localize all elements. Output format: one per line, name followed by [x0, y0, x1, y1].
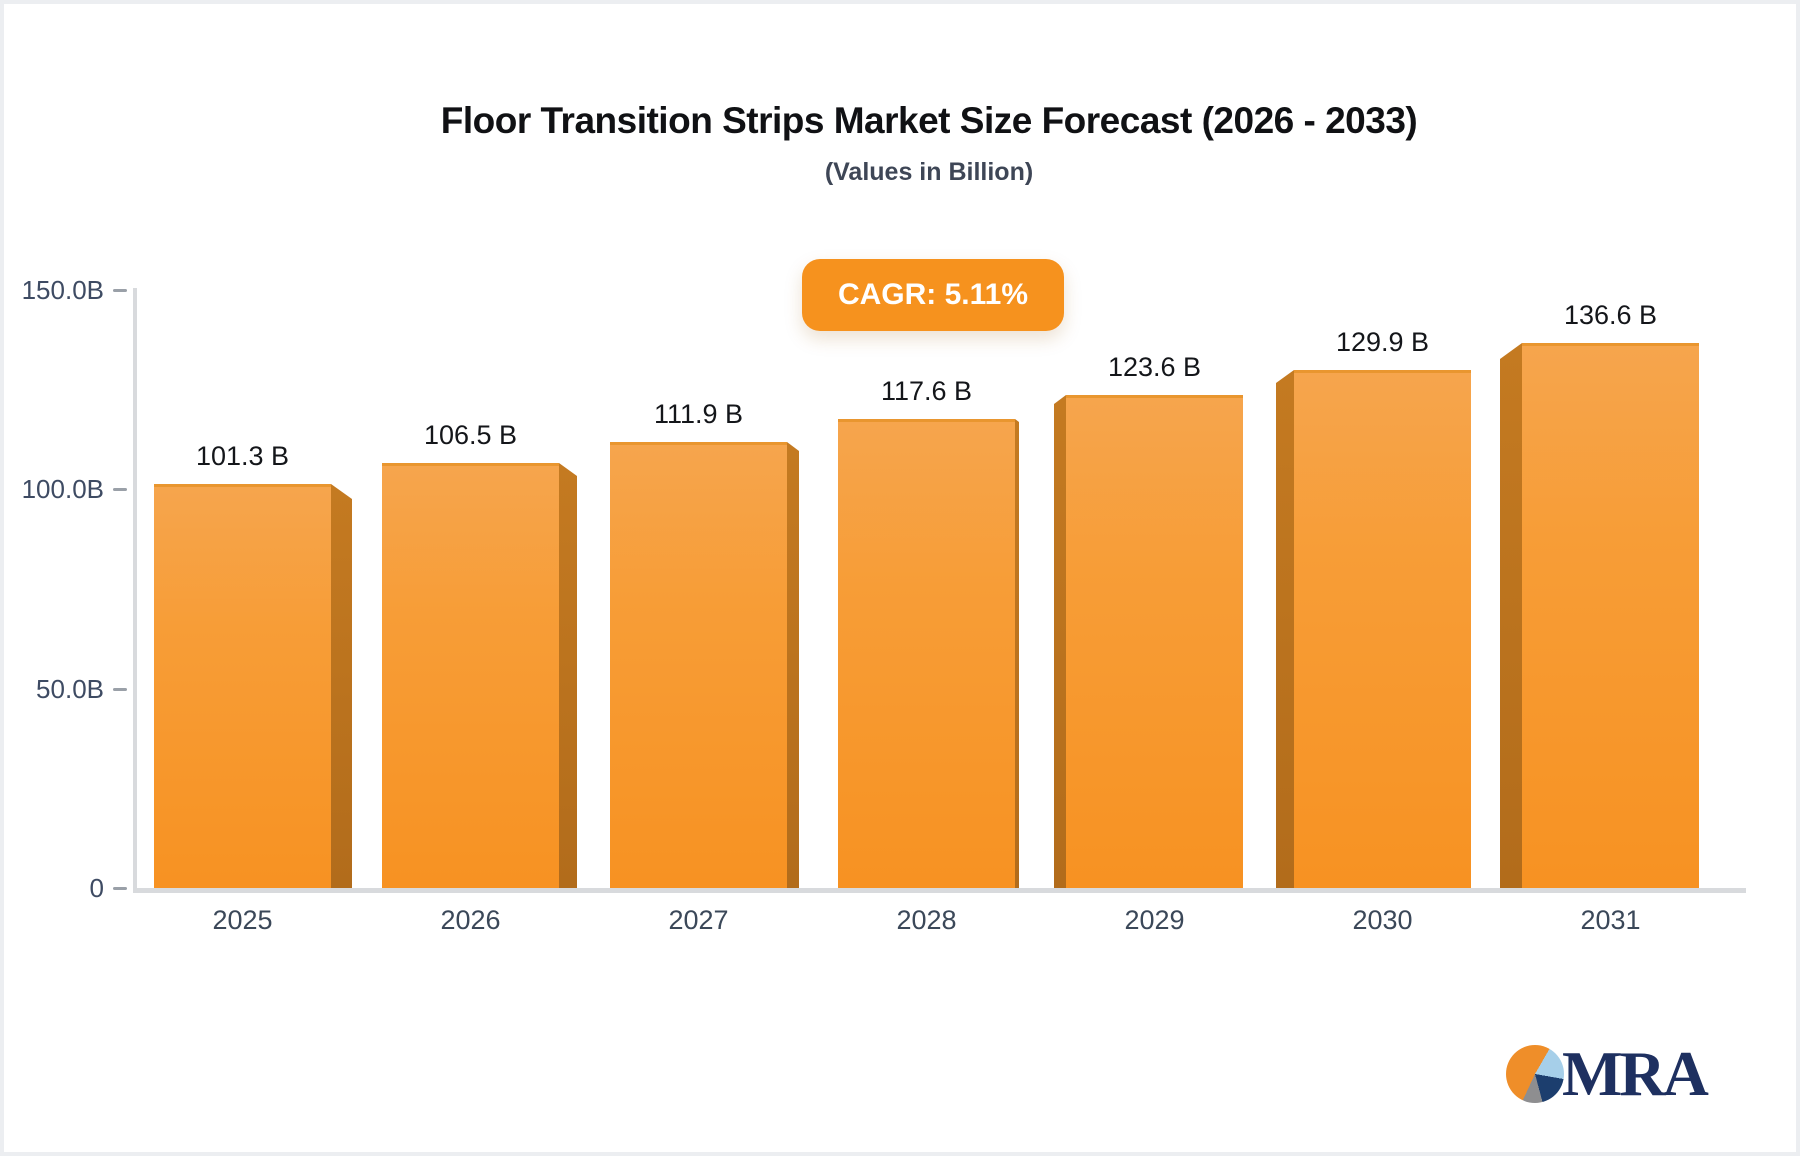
bar-2026: 106.5 B	[382, 420, 577, 888]
x-tick-label: 2030	[1352, 905, 1413, 935]
bar-face	[1522, 343, 1699, 888]
cagr-badge: CAGR: 5.11%	[802, 259, 1064, 331]
y-tick-mark	[113, 887, 127, 890]
y-tick-label: 50.0B	[36, 673, 104, 704]
chart-title: Floor Transition Strips Market Size Fore…	[440, 100, 1418, 141]
bar-face	[382, 463, 559, 888]
x-axis-baseline	[133, 888, 1746, 893]
bar-2030: 129.9 B	[1276, 327, 1471, 888]
y-tick-mark	[113, 687, 127, 691]
bar-3d-side	[559, 463, 577, 888]
y-tick-label: 100.0B	[21, 474, 104, 504]
bar-2027: 111.9 B	[610, 399, 799, 888]
bar-2029: 123.6 B	[1054, 352, 1243, 888]
y-tick-mark	[113, 488, 127, 491]
bar-3d-side	[787, 442, 799, 888]
chart-subtitle: (Values in Billion)	[824, 158, 1034, 186]
bar-3d-side	[1054, 395, 1066, 888]
bar-value-label: 117.6 B	[880, 376, 973, 406]
logo-text: MRA	[1562, 1038, 1709, 1109]
y-tick-label: 0	[89, 873, 104, 903]
bar-3d-side	[331, 484, 352, 888]
x-tick-label: 2027	[668, 905, 729, 935]
x-tick-label: 2029	[1124, 905, 1185, 935]
x-tick-label: 2025	[212, 905, 273, 935]
bar-chart: Floor Transition Strips Market Size Fore…	[4, 4, 1800, 1160]
y-tick-label: 150.0B	[21, 274, 104, 305]
bar-value-label: 111.9 B	[653, 399, 744, 429]
bar-3d-side	[1276, 370, 1294, 888]
mra-logo: MRA	[1506, 1038, 1709, 1109]
bar-value-label: 101.3 B	[195, 441, 290, 471]
pie-chart-logo-icon	[1506, 1045, 1564, 1103]
y-axis-line	[133, 288, 137, 893]
bar-face	[154, 484, 331, 888]
bar-face	[1294, 370, 1471, 888]
bar-face	[1066, 395, 1243, 888]
bar-2025: 101.3 B	[154, 441, 352, 888]
x-tick-label: 2028	[896, 905, 957, 935]
bar-2031: 136.6 B	[1500, 300, 1699, 888]
y-tick-mark	[113, 288, 127, 292]
bar-3d-side	[1015, 419, 1019, 888]
bar-face	[610, 442, 787, 888]
bar-value-label: 123.6 B	[1107, 352, 1202, 382]
bar-value-label: 106.5 B	[423, 420, 518, 450]
chart-header: Floor Transition Strips Market Size Fore…	[54, 4, 1800, 187]
bar-2028: 117.6 B	[838, 376, 1019, 888]
bar-value-label: 129.9 B	[1335, 327, 1430, 357]
x-tick-label: 2031	[1580, 905, 1641, 935]
x-tick-label: 2026	[440, 905, 501, 935]
bar-3d-side	[1500, 343, 1522, 888]
bar-value-label: 136.6 B	[1563, 300, 1658, 330]
bar-face	[838, 419, 1015, 888]
